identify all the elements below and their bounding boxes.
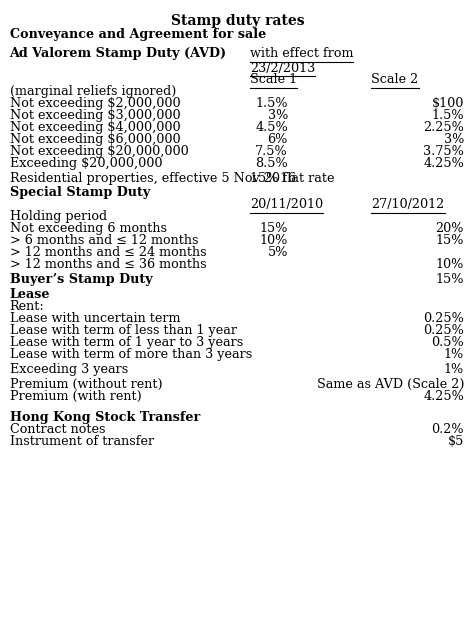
Text: 15% flat rate: 15% flat rate	[250, 172, 335, 185]
Text: 0.5%: 0.5%	[431, 336, 464, 349]
Text: Stamp duty rates: Stamp duty rates	[171, 14, 305, 28]
Text: 1%: 1%	[444, 348, 464, 361]
Text: Not exceeding $4,000,000: Not exceeding $4,000,000	[10, 121, 180, 134]
Text: 15%: 15%	[259, 222, 288, 236]
Text: Exceeding $20,000,000: Exceeding $20,000,000	[10, 157, 162, 170]
Text: Contract notes: Contract notes	[10, 423, 105, 436]
Text: 3%: 3%	[268, 109, 288, 122]
Text: 20/11/2010: 20/11/2010	[250, 198, 323, 212]
Text: 15%: 15%	[436, 273, 464, 286]
Text: Special Stamp Duty: Special Stamp Duty	[10, 186, 150, 199]
Text: 27/10/2012: 27/10/2012	[371, 198, 445, 212]
Text: Lease with term of less than 1 year: Lease with term of less than 1 year	[10, 324, 237, 337]
Text: Scale 2: Scale 2	[371, 73, 418, 87]
Text: Scale 1: Scale 1	[250, 73, 297, 87]
Text: 23/2/2013: 23/2/2013	[250, 62, 315, 75]
Text: 10%: 10%	[259, 234, 288, 247]
Text: > 12 months and ≤ 36 months: > 12 months and ≤ 36 months	[10, 258, 206, 271]
Text: Rent:: Rent:	[10, 300, 44, 313]
Text: Lease with term of more than 3 years: Lease with term of more than 3 years	[10, 348, 252, 361]
Text: Instrument of transfer: Instrument of transfer	[10, 435, 154, 448]
Text: 3.75%: 3.75%	[423, 145, 464, 158]
Text: $100: $100	[432, 97, 464, 111]
Text: Hong Kong Stock Transfer: Hong Kong Stock Transfer	[10, 411, 200, 424]
Text: Lease: Lease	[10, 288, 50, 301]
Text: 10%: 10%	[436, 258, 464, 271]
Text: 15%: 15%	[436, 234, 464, 247]
Text: > 12 months and ≤ 24 months: > 12 months and ≤ 24 months	[10, 246, 206, 259]
Text: 8.5%: 8.5%	[255, 157, 288, 170]
Text: 2.25%: 2.25%	[423, 121, 464, 134]
Text: Not exceeding $2,000,000: Not exceeding $2,000,000	[10, 97, 180, 111]
Text: Not exceeding $20,000,000: Not exceeding $20,000,000	[10, 145, 188, 158]
Text: 1%: 1%	[444, 363, 464, 376]
Text: with effect from: with effect from	[250, 47, 353, 60]
Text: 1.5%: 1.5%	[255, 97, 288, 111]
Text: Exceeding 3 years: Exceeding 3 years	[10, 363, 128, 376]
Text: 4.25%: 4.25%	[423, 390, 464, 403]
Text: Premium (without rent): Premium (without rent)	[10, 378, 162, 391]
Text: 7.5%: 7.5%	[255, 145, 288, 158]
Text: Not exceeding $3,000,000: Not exceeding $3,000,000	[10, 109, 180, 122]
Text: 1.5%: 1.5%	[431, 109, 464, 122]
Text: Not exceeding $6,000,000: Not exceeding $6,000,000	[10, 133, 180, 146]
Text: $5: $5	[448, 435, 464, 448]
Text: 20%: 20%	[436, 222, 464, 236]
Text: Buyer’s Stamp Duty: Buyer’s Stamp Duty	[10, 273, 152, 286]
Text: Same as AVD (Scale 2): Same as AVD (Scale 2)	[317, 378, 464, 391]
Text: 4.25%: 4.25%	[423, 157, 464, 170]
Text: 4.5%: 4.5%	[255, 121, 288, 134]
Text: 6%: 6%	[268, 133, 288, 146]
Text: Ad Valorem Stamp Duty (AVD): Ad Valorem Stamp Duty (AVD)	[10, 47, 227, 60]
Text: Lease with uncertain term: Lease with uncertain term	[10, 312, 180, 325]
Text: Not exceeding 6 months: Not exceeding 6 months	[10, 222, 167, 236]
Text: 5%: 5%	[268, 246, 288, 259]
Text: (marginal reliefs ignored): (marginal reliefs ignored)	[10, 85, 176, 99]
Text: 3%: 3%	[444, 133, 464, 146]
Text: 0.25%: 0.25%	[423, 312, 464, 325]
Text: Residential properties, effective 5 Nov 2016: Residential properties, effective 5 Nov …	[10, 172, 296, 185]
Text: Lease with term of 1 year to 3 years: Lease with term of 1 year to 3 years	[10, 336, 243, 349]
Text: Holding period: Holding period	[10, 210, 107, 224]
Text: Premium (with rent): Premium (with rent)	[10, 390, 141, 403]
Text: Conveyance and Agreement for sale: Conveyance and Agreement for sale	[10, 28, 266, 41]
Text: 0.25%: 0.25%	[423, 324, 464, 337]
Text: > 6 months and ≤ 12 months: > 6 months and ≤ 12 months	[10, 234, 198, 247]
Text: 0.2%: 0.2%	[431, 423, 464, 436]
